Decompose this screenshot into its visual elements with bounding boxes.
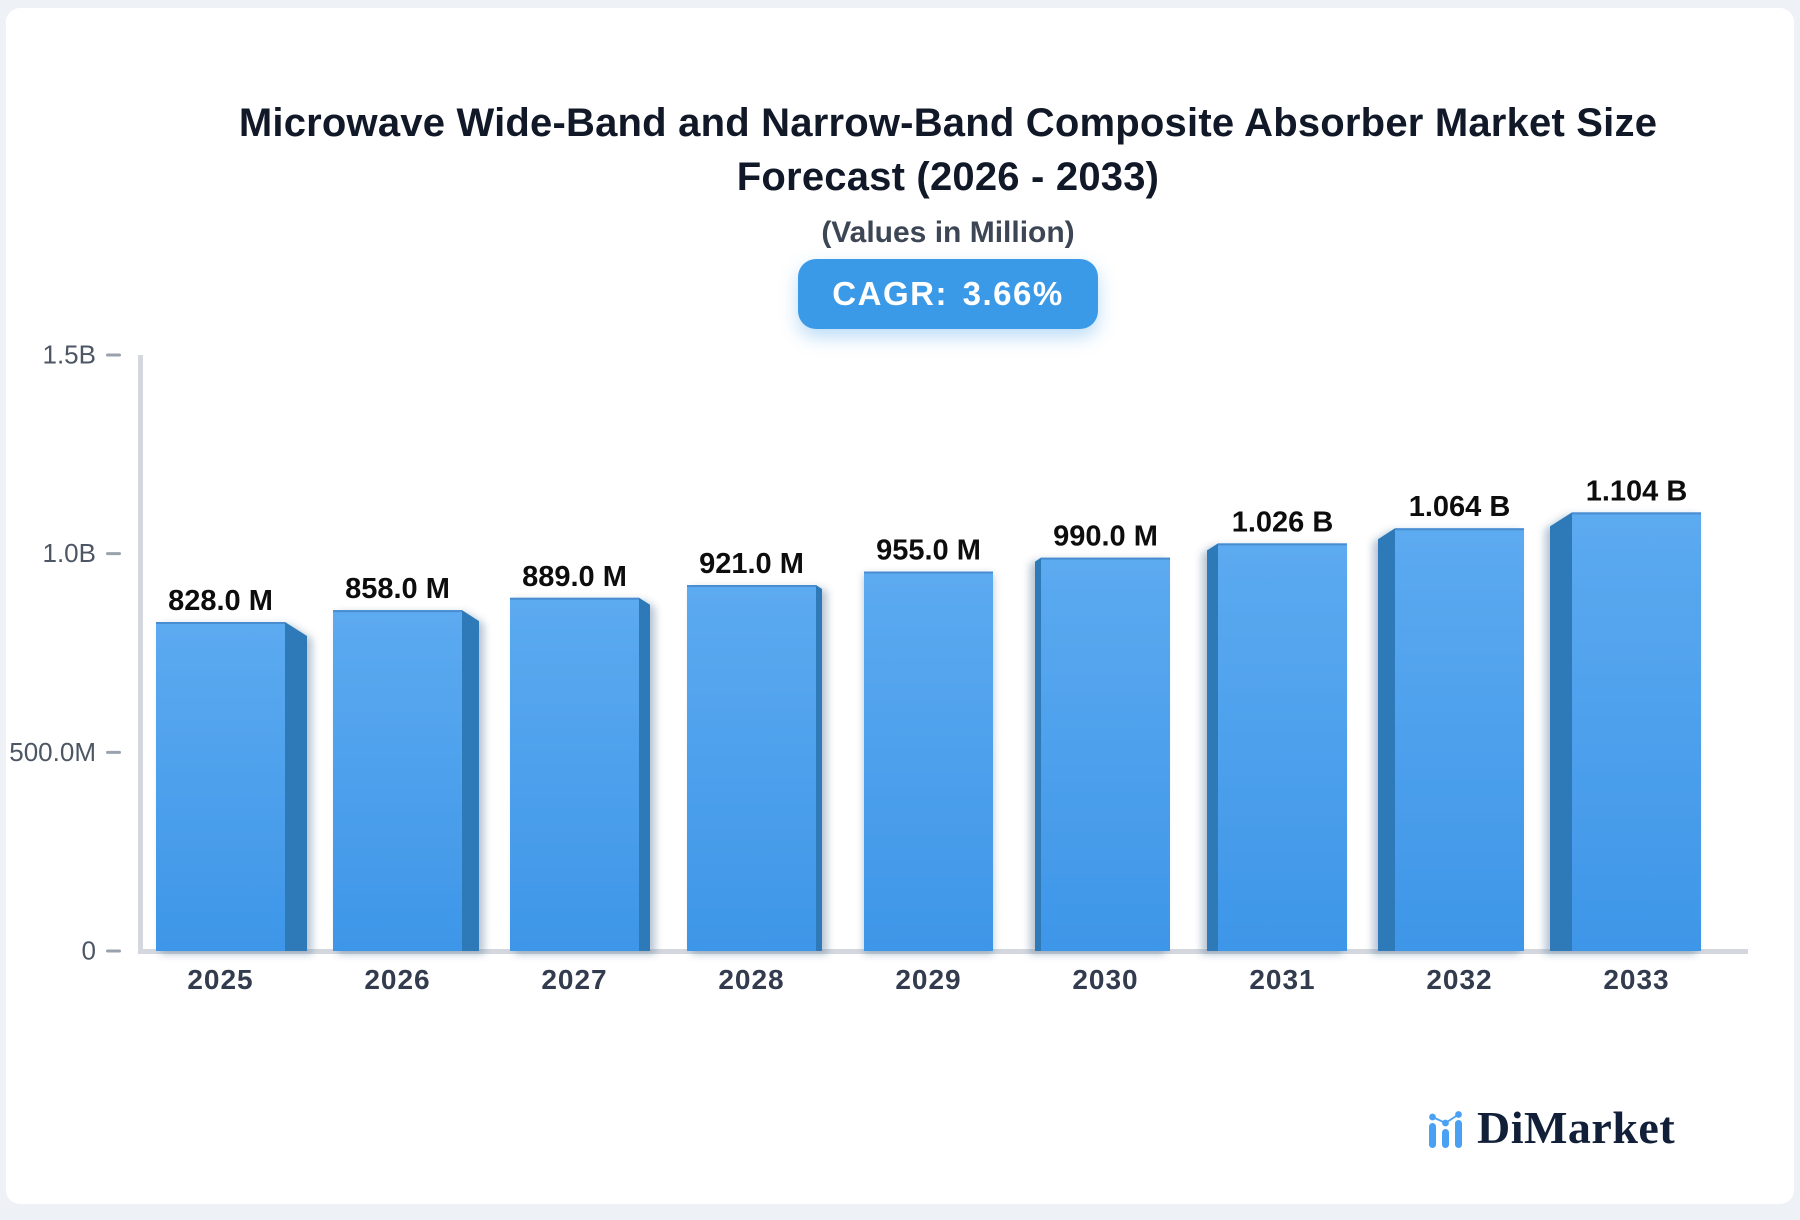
bar[interactable] [1395, 528, 1524, 951]
bar[interactable] [687, 585, 816, 951]
bar-side-face [285, 622, 307, 951]
x-axis-category-label: 2029 [895, 964, 961, 995]
x-axis-category-label: 2026 [364, 964, 430, 995]
bar-side-face [1378, 528, 1395, 951]
bar-side-face [462, 610, 479, 951]
x-axis-category-label: 2031 [1249, 964, 1315, 995]
x-axis-category-label: 2028 [718, 964, 784, 995]
y-axis-line [138, 355, 143, 954]
bar-side-face [1035, 557, 1041, 951]
x-axis-category-label: 2025 [187, 964, 253, 995]
y-axis-tick-label: 0 [82, 936, 96, 966]
bar-value-label: 858.0 M [345, 573, 450, 605]
bar-chart-plot: 0 500.0M 1.0B 1.5B 828.0 M 2025 858.0 M 2026 889… [9, 340, 1748, 995]
bar-group [510, 597, 650, 951]
bar[interactable] [156, 622, 285, 951]
bar-value-label: 1.064 B [1409, 491, 1511, 523]
bar-group [1378, 528, 1524, 951]
y-axis-tick-mark [106, 353, 121, 357]
bar-group [1550, 512, 1701, 951]
bar-side-face [1550, 512, 1572, 951]
dimarket-logo-text: DiMarket [1477, 1102, 1676, 1153]
bar-group [1035, 557, 1170, 951]
chart-title-line1: Microwave Wide-Band and Narrow-Band Comp… [238, 101, 1658, 145]
bar-value-label: 1.104 B [1586, 475, 1688, 507]
bar[interactable] [1572, 512, 1701, 951]
chart-card: Microwave Wide-Band and Narrow-Band Comp… [6, 8, 1794, 1204]
dimarket-logo-icon [1429, 1111, 1462, 1148]
bar-value-label: 990.0 M [1053, 521, 1158, 553]
bar[interactable] [1218, 543, 1347, 951]
y-axis-tick-label: 500.0M [9, 737, 96, 767]
x-axis-line [138, 949, 1748, 954]
bar-side-face [1207, 543, 1218, 951]
bar-value-label: 955.0 M [876, 535, 981, 567]
y-axis-tick-mark [106, 552, 121, 556]
y-axis-tick-mark [106, 750, 121, 754]
bar[interactable] [510, 597, 639, 951]
y-axis-tick-label: 1.0B [43, 538, 97, 568]
chart-header: Microwave Wide-Band and Narrow-Band Comp… [146, 96, 1750, 329]
y-axis-tick-label: 1.5B [43, 340, 97, 370]
cagr-badge: CAGR: 3.66% [798, 259, 1098, 329]
x-axis-category-label: 2027 [541, 964, 607, 995]
x-axis-category-label: 2033 [1603, 964, 1669, 995]
bar[interactable] [1041, 557, 1170, 951]
bar-group [156, 622, 307, 951]
bar-value-label: 889.0 M [522, 561, 627, 593]
bar-side-face [639, 597, 650, 951]
x-axis-category-label: 2030 [1072, 964, 1138, 995]
bar-group [1207, 543, 1347, 951]
bar-value-label: 921.0 M [699, 548, 804, 580]
bar[interactable] [864, 571, 993, 951]
chart-title: Microwave Wide-Band and Narrow-Band Comp… [146, 96, 1750, 204]
bar-group [333, 610, 479, 951]
bar-value-label: 1.026 B [1232, 506, 1334, 538]
x-axis-category-label: 2032 [1426, 964, 1492, 995]
bar-group [687, 585, 822, 951]
y-axis-tick-mark [106, 949, 121, 953]
dimarket-logo[interactable]: DiMarket [1427, 1102, 1676, 1153]
chart-subtitle: (Values in Million) [821, 216, 1075, 249]
bar-group [864, 571, 993, 951]
bar-side-face [816, 585, 822, 951]
bar-value-label: 828.0 M [168, 585, 273, 617]
bar[interactable] [333, 610, 462, 951]
chart-title-line2: Forecast (2026 - 2033) [736, 155, 1160, 199]
